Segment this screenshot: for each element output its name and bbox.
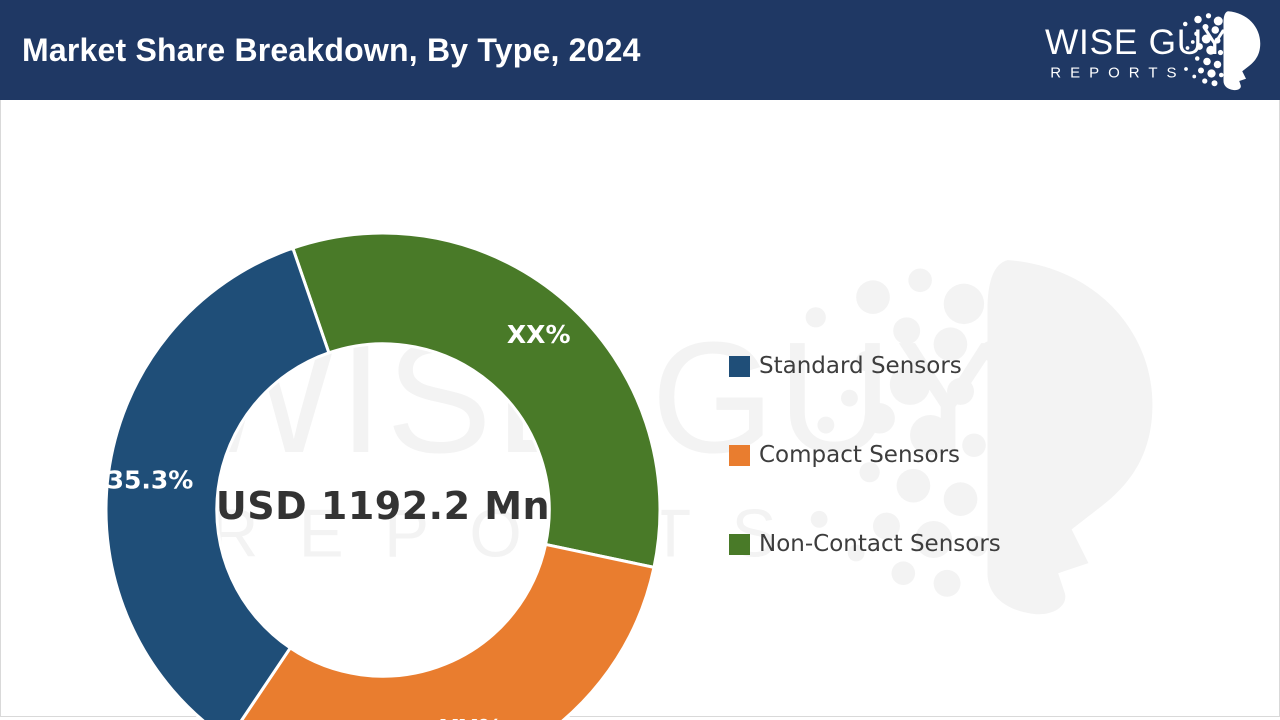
page-title: Market Share Breakdown, By Type, 2024 — [22, 31, 641, 68]
wiseguy-logo — [1036, 9, 1270, 93]
legend-item-non-contact-sensors: Non-Contact Sensors — [729, 533, 1001, 556]
legend-swatch — [729, 534, 750, 555]
chart-area: XX% XX% 35.3% USD 1192.2 Mn Standard Senso… — [0, 100, 1280, 720]
chart-legend: Standard Sensors Compact Sensors Non-Conta… — [729, 355, 1001, 622]
legend-label: Standard Sensors — [759, 353, 962, 379]
donut-chart: XX% XX% 35.3% — [104, 231, 662, 720]
legend-label: Compact Sensors — [759, 442, 961, 468]
chart-center-value: USD 1192.2 Mn — [215, 484, 551, 528]
legend-swatch — [729, 356, 750, 377]
donut-segment-non-contact-sensors — [291, 231, 662, 569]
legend-item-standard-sensors: Standard Sensors — [729, 355, 1001, 378]
segment-value-label: 35.3% — [107, 466, 194, 495]
donut-segment-compact-sensors — [239, 542, 656, 720]
segment-value-label: XX% — [507, 320, 571, 349]
legend-item-compact-sensors: Compact Sensors — [729, 444, 1001, 467]
legend-swatch — [729, 445, 750, 466]
segment-value-label: XX% — [439, 714, 503, 720]
legend-label: Non-Contact Sensors — [759, 531, 1001, 557]
donut-segment-standard-sensors — [104, 246, 331, 720]
header: Market Share Breakdown, By Type, 2024 — [0, 0, 1280, 100]
